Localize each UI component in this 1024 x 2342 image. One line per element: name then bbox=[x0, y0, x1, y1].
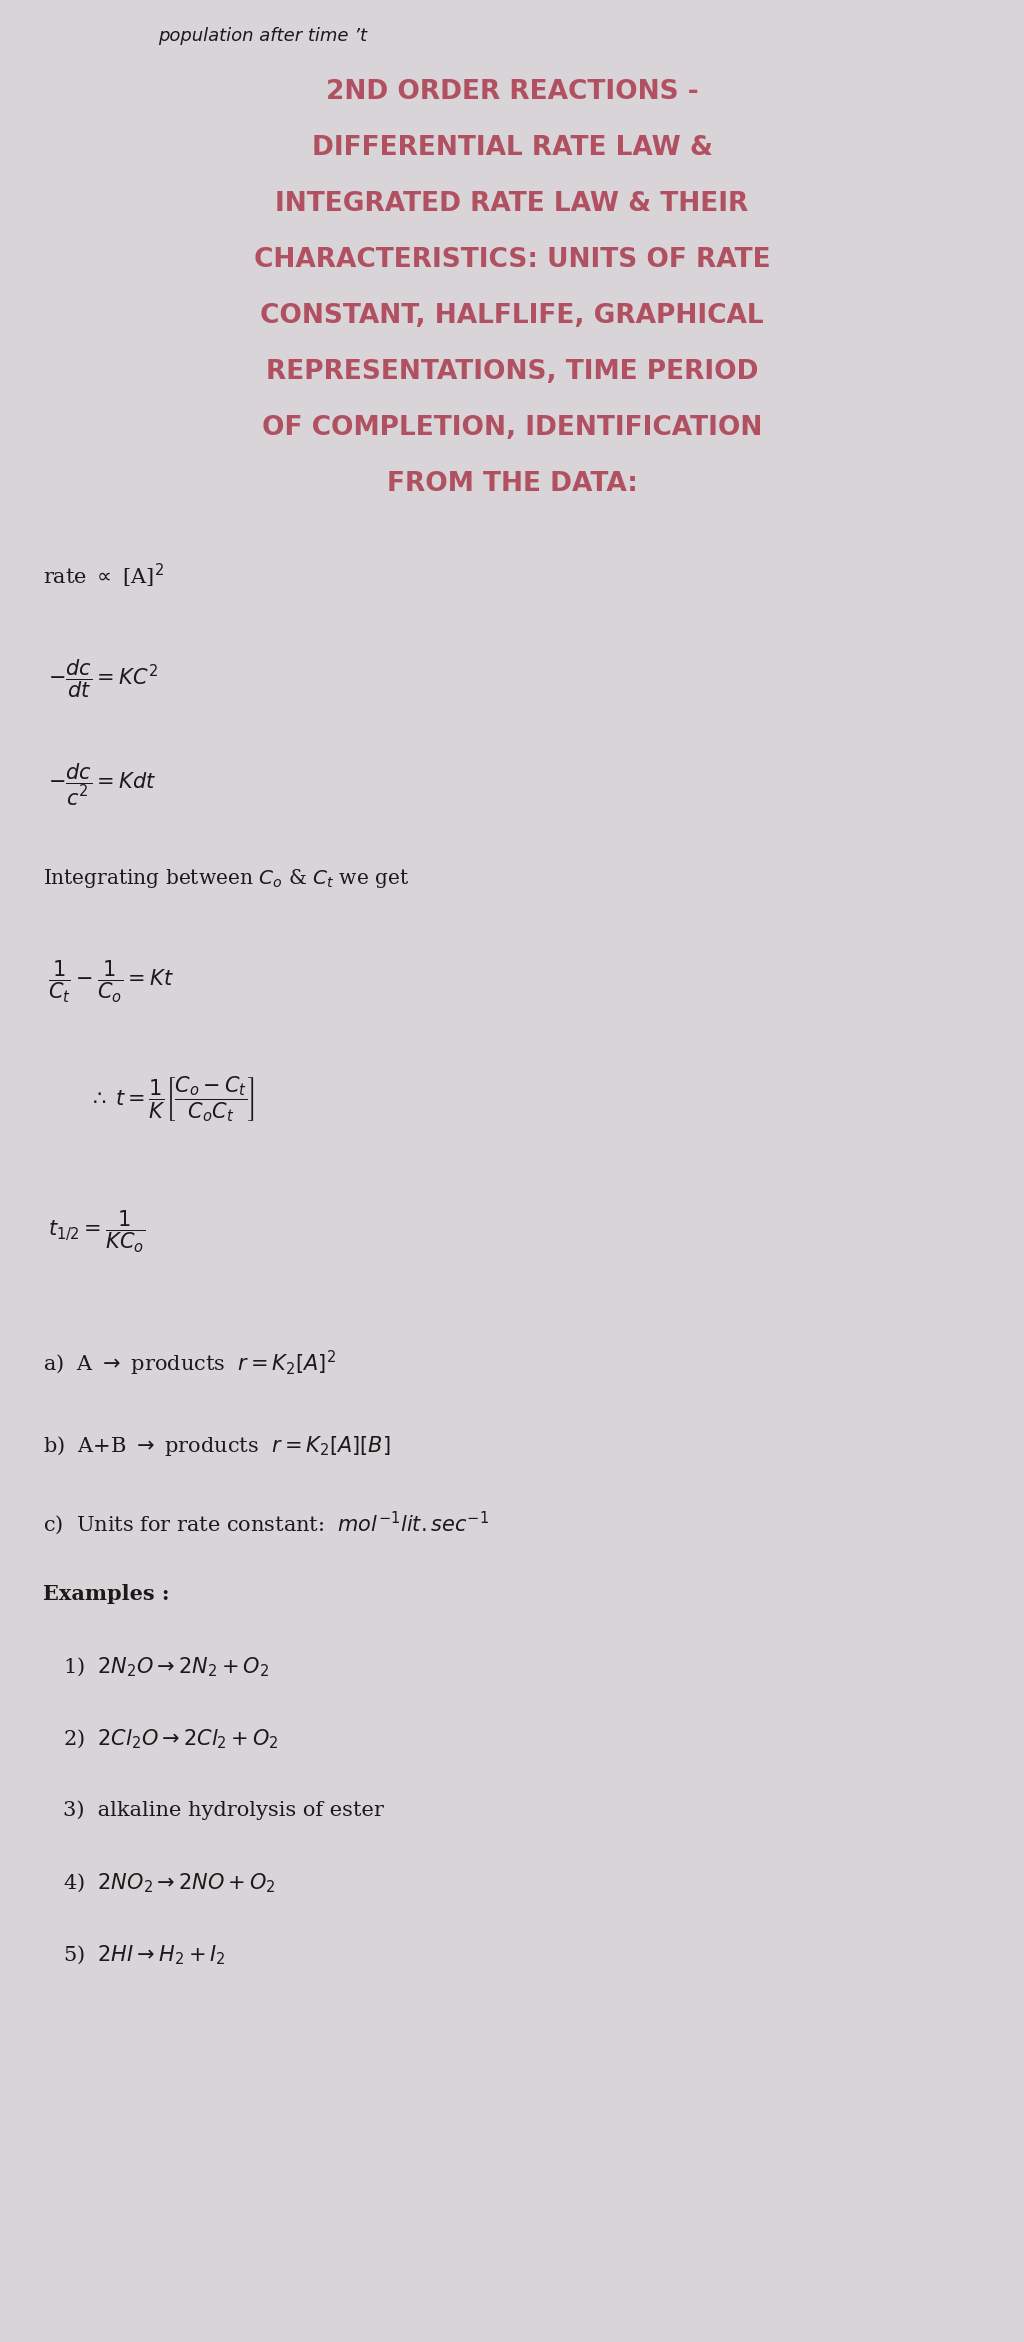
Text: b)  A+B $\rightarrow$ products  $r = K_2\left[A\right]\left[B\right]$: b) A+B $\rightarrow$ products $r = K_2\l… bbox=[43, 1433, 390, 1459]
Text: REPRESENTATIONS, TIME PERIOD: REPRESENTATIONS, TIME PERIOD bbox=[266, 358, 758, 384]
Text: 2ND ORDER REACTIONS -: 2ND ORDER REACTIONS - bbox=[326, 80, 698, 105]
Text: Examples :: Examples : bbox=[43, 1583, 170, 1604]
Text: $\dfrac{1}{C_t} - \dfrac{1}{C_o} = Kt$: $\dfrac{1}{C_t} - \dfrac{1}{C_o} = Kt$ bbox=[48, 958, 174, 1005]
Text: rate $\propto$ [A]$^2$: rate $\propto$ [A]$^2$ bbox=[43, 562, 164, 590]
Text: a)  A $\rightarrow$ products  $r = K_2\left[A\right]^2$: a) A $\rightarrow$ products $r = K_2\lef… bbox=[43, 1349, 336, 1377]
Text: CHARACTERISTICS: UNITS OF RATE: CHARACTERISTICS: UNITS OF RATE bbox=[254, 246, 770, 274]
Text: 1)  $2N_2O \rightarrow 2N_2 + O_2$: 1) $2N_2O \rightarrow 2N_2 + O_2$ bbox=[63, 1656, 269, 1679]
Text: DIFFERENTIAL RATE LAW &: DIFFERENTIAL RATE LAW & bbox=[311, 136, 713, 162]
Text: 3)  alkaline hydrolysis of ester: 3) alkaline hydrolysis of ester bbox=[63, 1801, 384, 1820]
Text: 2)  $2Cl_2O \rightarrow 2Cl_2 + O_2$: 2) $2Cl_2O \rightarrow 2Cl_2 + O_2$ bbox=[63, 1728, 279, 1752]
Text: FROM THE DATA:: FROM THE DATA: bbox=[387, 471, 637, 497]
Text: 5)  $2HI \rightarrow H_2 + I_2$: 5) $2HI \rightarrow H_2 + I_2$ bbox=[63, 1944, 225, 1967]
Text: CONSTANT, HALFLIFE, GRAPHICAL: CONSTANT, HALFLIFE, GRAPHICAL bbox=[260, 302, 764, 328]
Text: population after time ’t: population after time ’t bbox=[158, 28, 367, 44]
Text: INTEGRATED RATE LAW & THEIR: INTEGRATED RATE LAW & THEIR bbox=[275, 192, 749, 218]
Text: Integrating between $C_o$ & $C_t$ we get: Integrating between $C_o$ & $C_t$ we get bbox=[43, 867, 410, 890]
Text: $-\dfrac{dc}{c^2} = Kdt$: $-\dfrac{dc}{c^2} = Kdt$ bbox=[48, 761, 157, 808]
Text: $-\dfrac{dc}{dt} = KC^2$: $-\dfrac{dc}{dt} = KC^2$ bbox=[48, 658, 158, 700]
Text: $\therefore\; t = \dfrac{1}{K}\left[\dfrac{C_o - C_t}{C_o C_t}\right]$: $\therefore\; t = \dfrac{1}{K}\left[\dfr… bbox=[88, 1075, 255, 1124]
Text: OF COMPLETION, IDENTIFICATION: OF COMPLETION, IDENTIFICATION bbox=[262, 415, 762, 440]
Text: 4)  $2NO_2 \rightarrow 2NO + O_2$: 4) $2NO_2 \rightarrow 2NO + O_2$ bbox=[63, 1871, 275, 1895]
Text: $t_{1/2} = \dfrac{1}{KC_o}$: $t_{1/2} = \dfrac{1}{KC_o}$ bbox=[48, 1208, 145, 1255]
Text: c)  Units for rate constant:  $mol^{-1}lit.sec^{-1}$: c) Units for rate constant: $mol^{-1}lit… bbox=[43, 1508, 489, 1536]
